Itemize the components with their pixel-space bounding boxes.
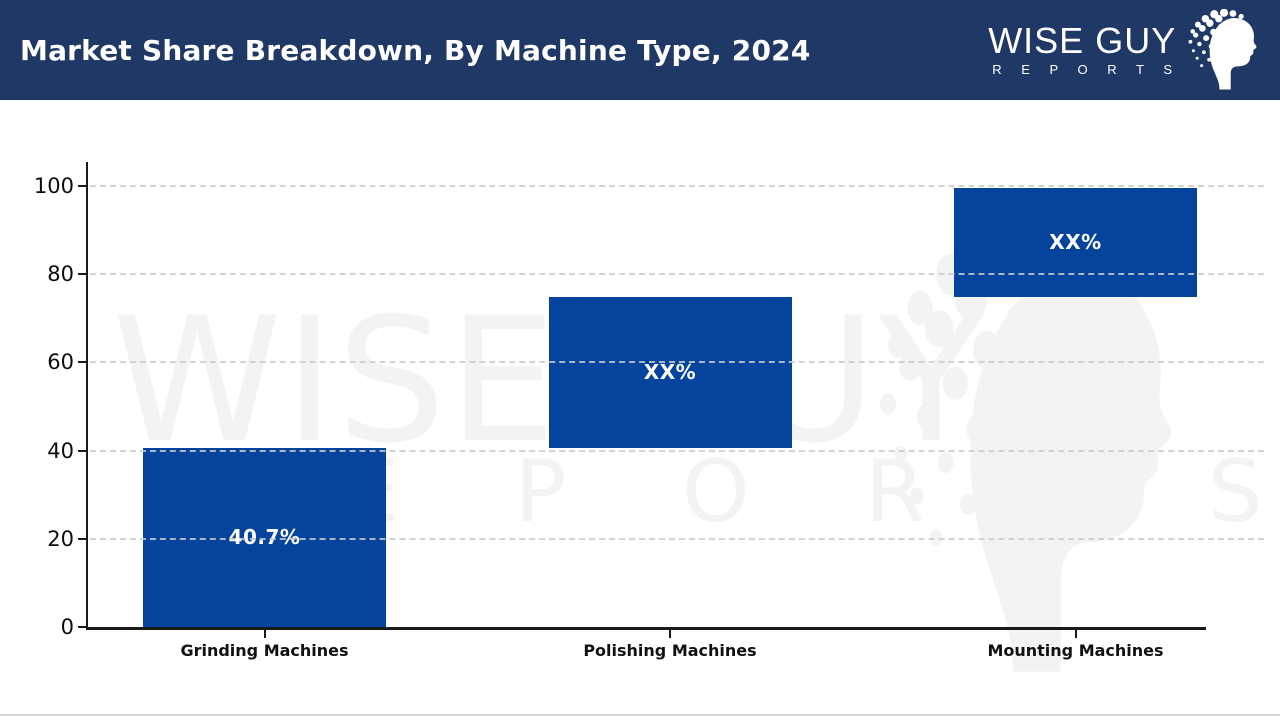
x-category-label: Mounting Machines	[987, 641, 1164, 660]
y-tick-label: 100	[33, 174, 74, 198]
chart-area: WISE GUY R E P O R T S 0 20 40 60 80 100 40.7%…	[0, 100, 1280, 720]
y-tick-label: 80	[47, 262, 74, 287]
brand-logo: WISE GUY R E P O R T S	[988, 9, 1262, 91]
y-tick-mark	[78, 273, 88, 276]
bar-segment: 40.7%	[143, 447, 386, 627]
bar-value-label: XX%	[1049, 230, 1102, 255]
y-tick-mark	[78, 537, 88, 540]
brand-name: WISE GUY	[988, 20, 1177, 61]
x-category-label: Grinding Machines	[180, 641, 349, 660]
x-category-label: Polishing Machines	[583, 641, 757, 660]
page-title: Market Share Breakdown, By Machine Type,…	[20, 33, 811, 67]
bar-value-label: 40.7%	[228, 525, 301, 550]
brand-wordmark: WISE GUY R E P O R T S	[988, 20, 1180, 78]
y-tick-label: 40	[47, 438, 74, 463]
y-tick-label: 20	[47, 526, 74, 551]
bar-segment: XX%	[548, 297, 792, 448]
gridline	[90, 273, 1264, 276]
bar-segment: XX%	[954, 187, 1197, 298]
gridline	[90, 537, 1264, 540]
x-tick-mark	[669, 630, 671, 638]
y-tick-mark	[78, 626, 88, 628]
brand-subtitle: R E P O R T S	[992, 62, 1180, 77]
y-tick-mark	[78, 361, 88, 364]
x-tick-mark	[1074, 630, 1077, 638]
gridline	[90, 449, 1264, 452]
bar-value-label: XX%	[643, 360, 697, 385]
gridline	[90, 361, 1264, 364]
y-tick-mark	[78, 185, 88, 187]
y-tick-label: 60	[47, 350, 74, 375]
x-axis-line	[86, 627, 1206, 630]
header-bar: Market Share Breakdown, By Machine Type,…	[0, 0, 1280, 100]
x-tick-mark	[263, 630, 266, 638]
dot-head-logo-icon	[1186, 9, 1262, 91]
y-axis-line	[86, 162, 88, 629]
gridline	[90, 185, 1264, 187]
bottom-divider	[0, 714, 1280, 716]
y-tick-mark	[78, 449, 88, 452]
y-tick-label: 0	[60, 615, 74, 639]
